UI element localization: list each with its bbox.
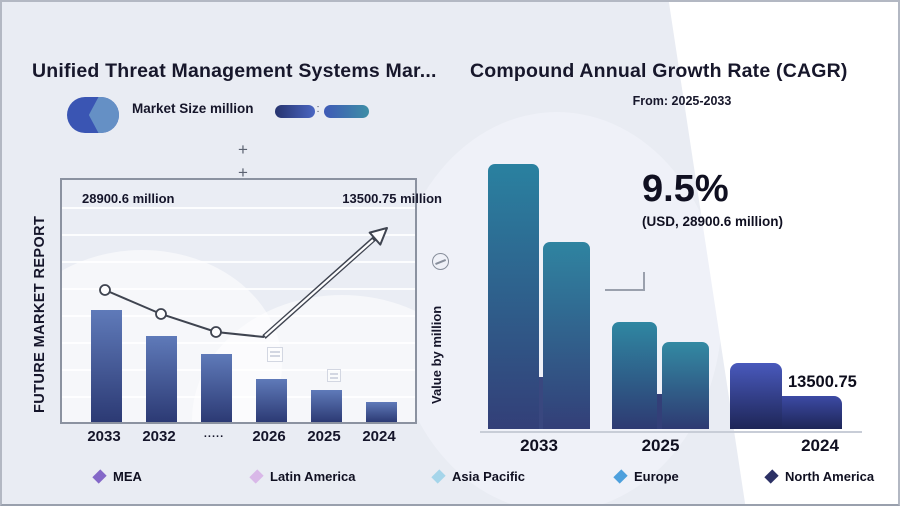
legend-item-europe: Europe [613,468,679,485]
legend-label: Europe [634,469,679,484]
right-chart-baseline [480,431,862,433]
x-label-2025: 2025 [641,436,680,455]
diamond-marker [92,469,107,484]
left-chart-title: Unified Threat Management Systems Mar... [32,60,437,82]
right-chart-title: Compound Annual Growth Rate (CAGR) [470,60,848,82]
x-label-2033: 2033 [87,428,121,445]
bar-2033-low [543,242,590,429]
gridline [62,207,415,209]
right-chart-subtitle: From: 2025-2033 [632,94,732,108]
diamond-marker [764,469,779,484]
legend-item-north-america: North America [764,468,875,485]
x-label-2026: 2026 [252,428,286,445]
gridline [62,315,415,317]
bar-2024-high [730,363,782,429]
x-label-2024: 2024 [801,436,839,455]
bar-2026 [256,379,287,422]
document-watermark-icon [267,347,283,362]
pill-arrow-cap [88,97,119,133]
document-watermark-icon [327,369,341,382]
bar-2024 [366,402,397,422]
bar-bridge [539,377,543,429]
legend-label: Asia Pacific [452,469,525,484]
diamond-marker [431,469,446,484]
cagr-caption: (USD, 28900.6 million) [642,214,784,229]
bar-2033 [91,310,122,422]
cagr-percentage: 9.5% [642,168,729,210]
ratio-pill-left [275,105,315,118]
gridline [62,342,415,344]
x-label-2033: 2033 [520,436,558,455]
gridline [62,261,415,263]
annotation-end-value: 13500.75 million [342,191,442,206]
bar-dots [201,354,232,422]
bar-2025 [311,390,342,422]
legend-item-asia-pacific: Asia Pacific [431,468,525,485]
gridline [62,396,415,398]
trend-line-arrow [99,227,388,339]
gridline [62,369,415,371]
bar-2033-high [488,164,539,429]
market-size-pill-icon [67,97,119,133]
x-label-2025: 2025 [307,428,341,445]
legend-label: Latin America [270,469,356,484]
bar-2025-low [662,342,709,429]
corner-line-decor [605,272,645,291]
gridline [62,234,415,236]
future-market-report-watermark: FUTURE MARKET REPORT [32,215,48,413]
legend-item-mea: MEA [92,468,142,485]
plus-icon: + [238,140,248,159]
plus-icon: + [238,163,248,182]
annotation-start-value: 28900.6 million [82,191,175,206]
diamond-marker [613,469,628,484]
legend-label: MEA [113,469,142,484]
bar-bridge [657,394,662,429]
diamond-marker [249,469,264,484]
circle-slash-icon [432,253,449,270]
bar-2024-low [782,396,842,429]
x-label-2032: 2032 [142,428,176,445]
ratio-pill-right [324,105,369,118]
legend-label: North America [785,469,875,484]
bar-2025-high [612,322,657,429]
market-size-legend-label: Market Size million [132,101,254,116]
value-callout-13500: 13500.75 [788,373,857,391]
x-label-2024: 2024 [362,428,396,445]
x-label-dots: ..... [203,428,225,440]
bar-2032 [146,336,177,422]
y-axis-label: Value by million [429,305,444,405]
legend-item-latin-america: Latin America [249,468,356,485]
market-size-chart [60,178,417,424]
ratio-separator: : [316,103,320,115]
gridline [62,288,415,290]
